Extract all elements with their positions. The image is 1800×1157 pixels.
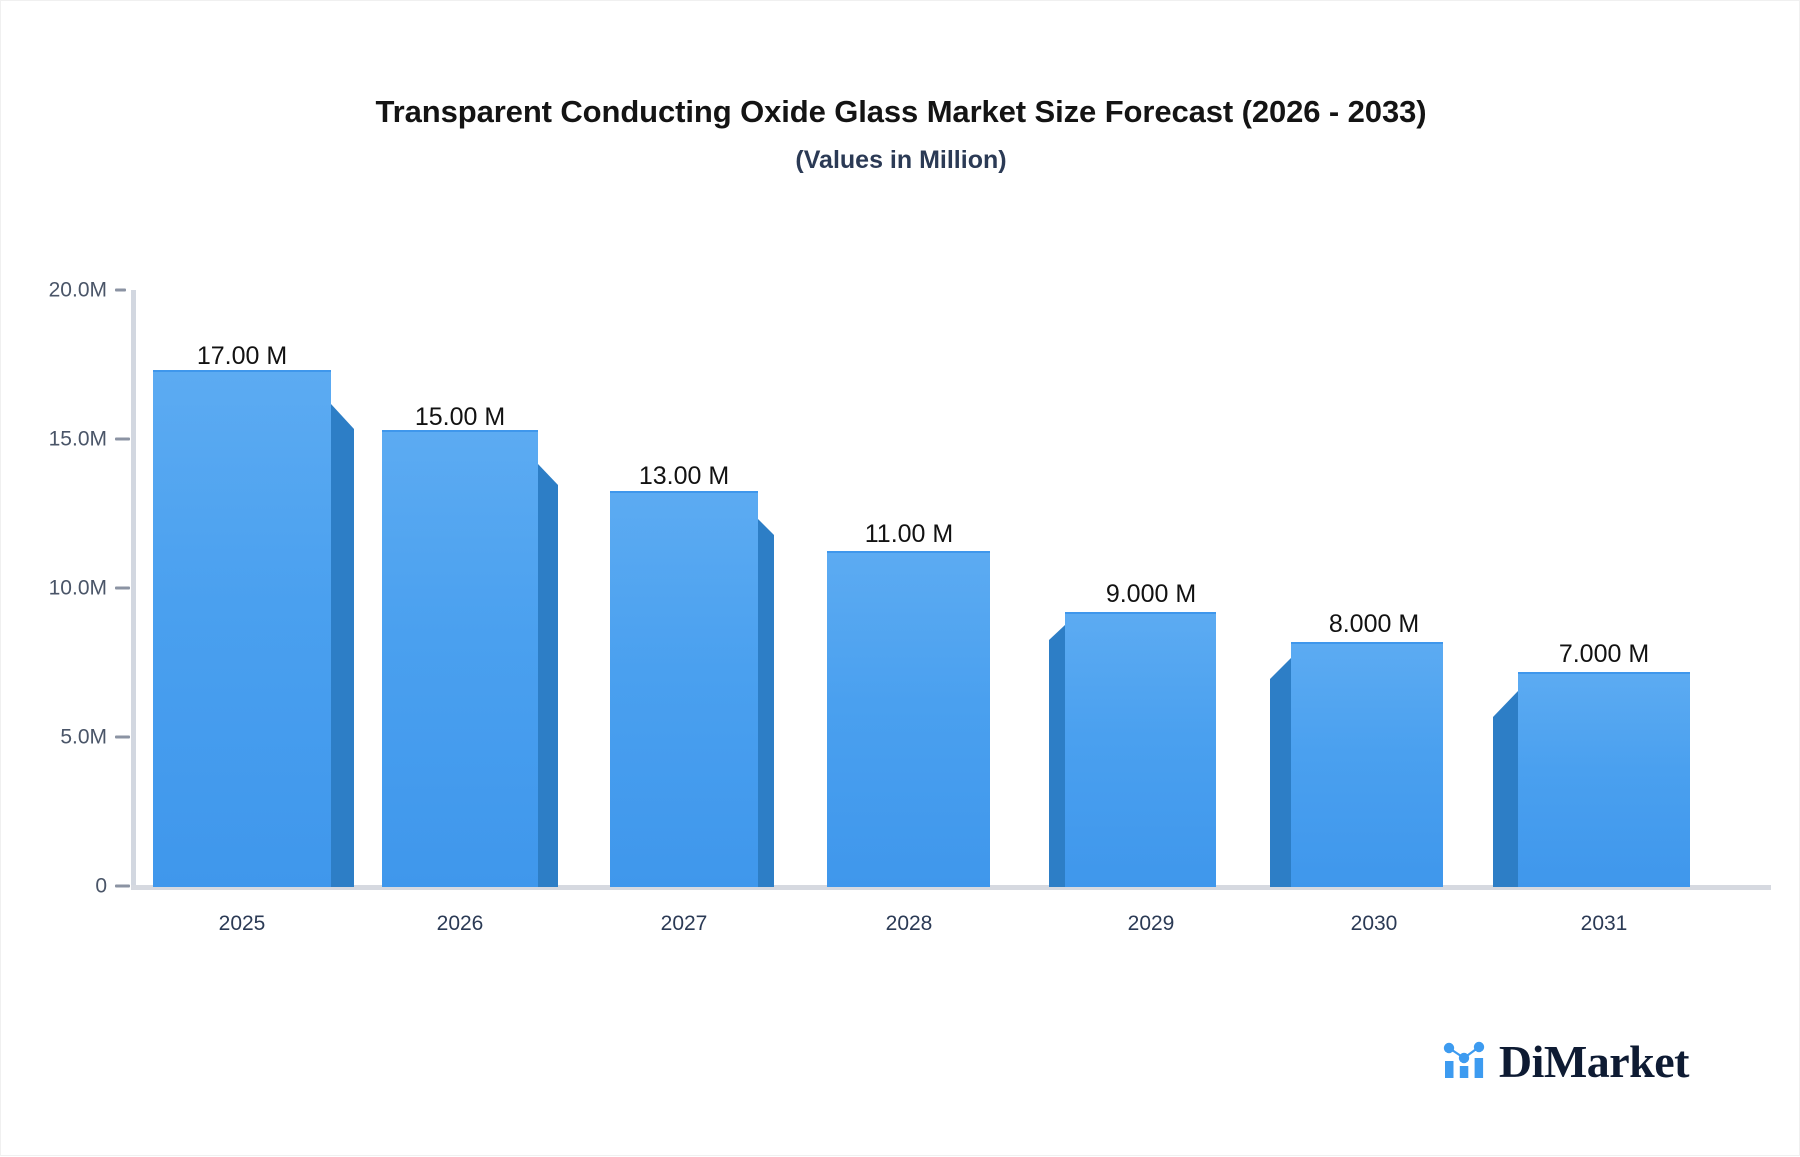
bar-value-label-2029: 9.000 M xyxy=(1105,580,1197,608)
bar-value-label-2027: 13.00 M xyxy=(638,462,730,490)
bar-2027[interactable] xyxy=(610,491,774,887)
bar-2025[interactable] xyxy=(153,370,354,887)
y-axis-tick-label: 20.0M xyxy=(48,278,107,302)
y-axis-tick-label: 10.0M xyxy=(48,576,107,600)
brand-name: DiMarket xyxy=(1498,1035,1690,1087)
bar-value-label-2028: 11.00 M xyxy=(864,520,954,548)
x-axis-label-2031: 2031 xyxy=(1580,912,1628,935)
y-axis-tick-dash xyxy=(115,884,130,888)
bar-2028[interactable] xyxy=(827,551,990,887)
x-axis-label-2026: 2026 xyxy=(436,912,484,935)
x-axis-label-2027: 2027 xyxy=(660,912,708,935)
bar-side-panel xyxy=(331,404,354,887)
bar-side-panel xyxy=(1270,658,1291,887)
bar-2031[interactable] xyxy=(1493,672,1690,887)
y-axis-tick-label: 5.0M xyxy=(60,725,107,749)
brand-logo: DiMarket xyxy=(1441,1035,1690,1087)
y-axis-tick-dash xyxy=(115,586,130,590)
chart-subtitle: (Values in Million) xyxy=(795,145,1007,174)
bar-chart-icon xyxy=(1441,1036,1487,1087)
bar-face xyxy=(382,430,538,887)
bar-value-label-2031: 7.000 M xyxy=(1558,640,1650,668)
title-block: Transparent Conducting Oxide Glass Marke… xyxy=(1,93,1800,175)
bar-face xyxy=(610,491,758,887)
x-axis-line xyxy=(131,885,1771,890)
bar-2026[interactable] xyxy=(382,430,558,887)
x-axis-label-2025: 2025 xyxy=(218,912,266,935)
page-title: Transparent Conducting Oxide Glass Marke… xyxy=(375,94,1427,129)
bar-face xyxy=(1065,612,1216,887)
bar-face xyxy=(1518,672,1690,887)
bar-2029[interactable] xyxy=(1049,612,1216,887)
bar-2030[interactable] xyxy=(1270,642,1443,887)
bar-face xyxy=(827,551,990,887)
y-axis-tick-dash xyxy=(115,288,126,292)
y-axis-line xyxy=(131,290,136,887)
x-axis-label-2029: 2029 xyxy=(1127,912,1175,935)
bar-face xyxy=(1291,642,1443,887)
bar-side-panel xyxy=(758,519,774,887)
x-axis-label-2030: 2030 xyxy=(1350,912,1398,935)
bar-side-panel xyxy=(538,464,558,887)
bar-value-label-2026: 15.00 M xyxy=(414,403,506,431)
bar-face xyxy=(153,370,331,887)
bar-side-panel xyxy=(1049,625,1065,887)
y-axis-tick-dash xyxy=(115,735,130,739)
bar-value-label-2030: 8.000 M xyxy=(1328,610,1420,638)
x-axis-label-2028: 2028 xyxy=(885,912,933,935)
bar-side-panel xyxy=(1493,691,1518,887)
y-axis-tick-label: 0 xyxy=(95,874,107,898)
y-axis-tick-dash xyxy=(115,437,130,441)
bar-value-label-2025: 17.00 M xyxy=(196,342,288,370)
y-axis-tick-label: 15.0M xyxy=(48,427,107,451)
